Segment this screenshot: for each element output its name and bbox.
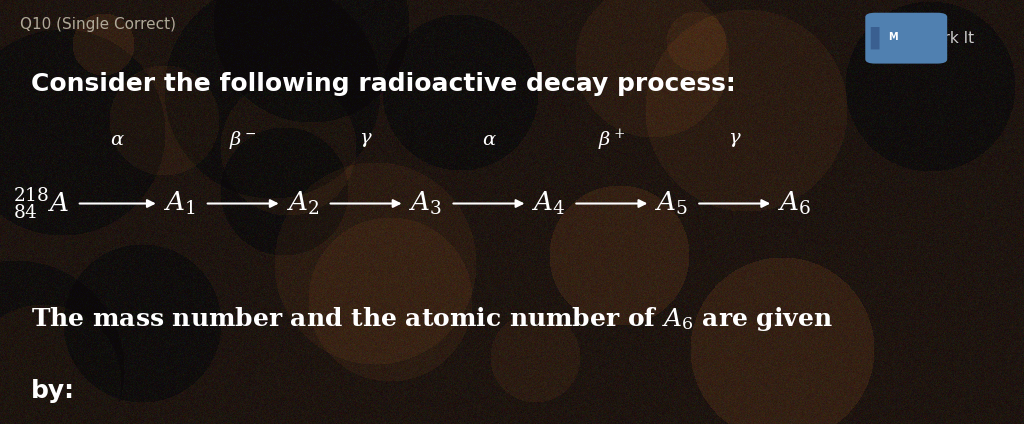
FancyBboxPatch shape (865, 13, 947, 64)
Text: $\alpha$: $\alpha$ (111, 131, 125, 149)
Text: $\gamma$: $\gamma$ (359, 131, 373, 149)
Text: $\gamma$: $\gamma$ (728, 131, 741, 149)
Text: Q10 (Single Correct): Q10 (Single Correct) (20, 17, 176, 32)
Text: Mark It: Mark It (921, 31, 974, 46)
Text: by:: by: (31, 379, 75, 404)
Text: $A_2$: $A_2$ (286, 190, 318, 217)
Text: $\beta^-$: $\beta^-$ (229, 129, 257, 151)
Text: ▌: ▌ (870, 27, 887, 49)
Text: $\alpha$: $\alpha$ (481, 131, 497, 149)
Text: $A_6$: $A_6$ (777, 190, 810, 217)
Text: M: M (888, 32, 898, 42)
Text: The mass number and the atomic number of $A_6$ are given: The mass number and the atomic number of… (31, 305, 833, 333)
Text: $\beta^+$: $\beta^+$ (598, 127, 626, 153)
Text: $A_1$: $A_1$ (163, 190, 196, 217)
Text: Consider the following radioactive decay process:: Consider the following radioactive decay… (31, 72, 735, 96)
Text: $^{218}_{84}A$: $^{218}_{84}A$ (13, 186, 69, 221)
Text: $A_3$: $A_3$ (409, 190, 441, 217)
Text: $A_4$: $A_4$ (530, 190, 565, 217)
Text: $A_5$: $A_5$ (654, 190, 687, 217)
